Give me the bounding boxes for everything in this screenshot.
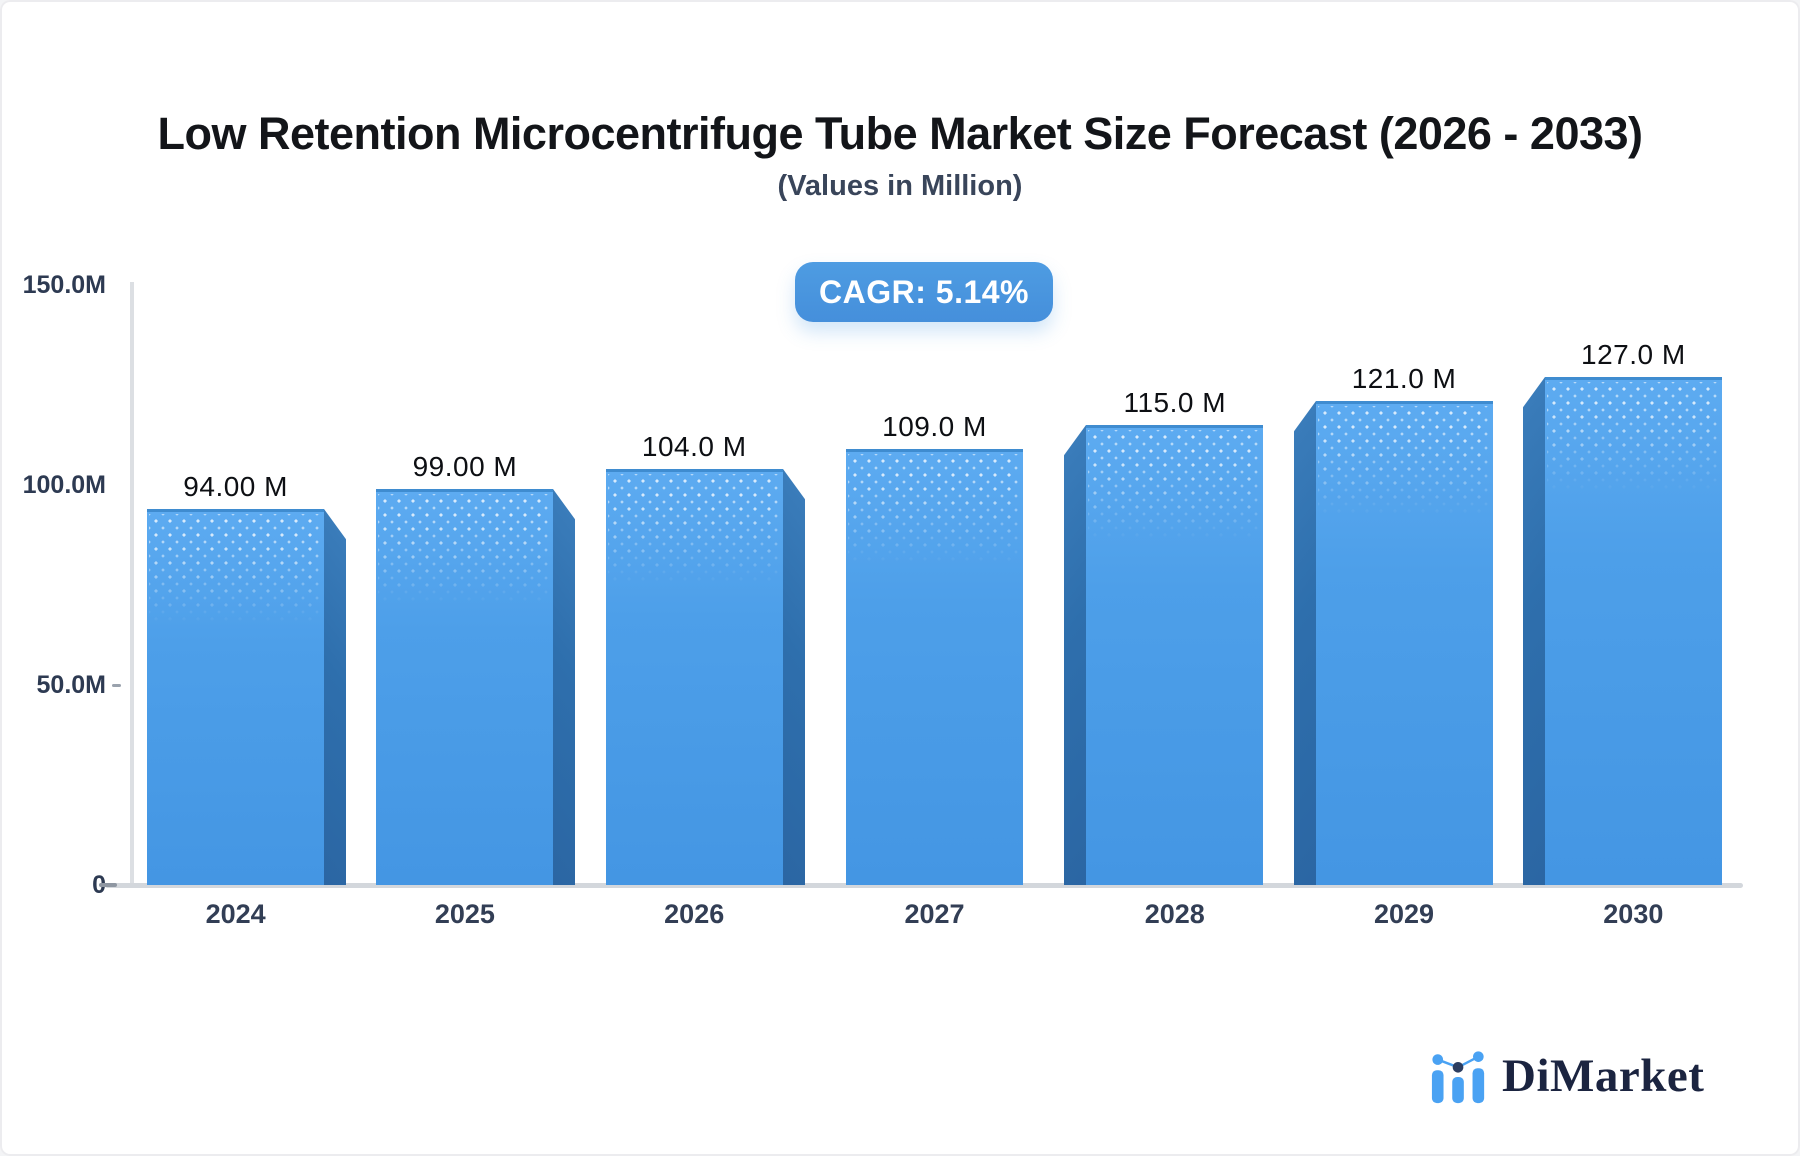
bar-column-2030[interactable]: 127.0 M 2030 [1508,285,1737,929]
x-axis-label: 2029 [1374,899,1435,929]
x-axis-label: 2028 [1144,899,1205,929]
bar-column-2024[interactable]: 94.00 M 2024 [132,285,361,929]
chart-subtitle: (Values in Million) [777,170,1023,202]
y-axis-label: 100.0M [22,471,106,499]
bar-value-label: 115.0 M [1123,387,1227,418]
bar-main-face[interactable] [1315,401,1493,885]
bar-3d[interactable] [605,469,805,885]
y-axis-label: 50.0M [36,671,106,699]
bar-value-label: 99.00 M [412,451,518,482]
bar-main-face[interactable] [1086,425,1264,885]
bar-main-face[interactable] [1544,377,1722,885]
bar-3d[interactable] [1522,377,1722,885]
bar-main-face[interactable] [605,469,783,885]
x-axis-label: 2024 [205,899,266,929]
bar-main-face[interactable] [376,489,554,885]
bar-value-label: 94.00 M [183,471,288,502]
x-axis-label: 2030 [1603,899,1664,929]
bar-value-label: 109.0 M [882,411,987,442]
brand-name: DiMarket [1502,1050,1705,1102]
bar-main-face[interactable] [147,509,325,885]
bar-column-2028[interactable]: 115.0 M 2028 [1049,285,1278,929]
y-axis-label: 150.0M [22,271,106,299]
x-axis-label: 2027 [904,899,965,929]
bar-column-2025[interactable]: 99.00 M 2025 [361,285,590,929]
bar-value-label: 104.0 M [641,431,747,462]
bar-3d[interactable] [376,489,576,885]
y-axis-tick [112,684,121,687]
bar-column-2026[interactable]: 104.0 M 2026 [591,285,820,929]
bar-column-2027[interactable]: 109.0 M 2027 [820,285,1049,929]
bar-3d[interactable] [147,509,347,885]
brand-logo: DiMarket [1430,1040,1704,1112]
y-axis-label: 0 [0,870,106,900]
chart-title: Low Retention Microcentrifuge Tube Marke… [157,108,1643,159]
x-axis-baseline [105,883,1743,888]
bar-depth-face [553,489,576,885]
cagr-badge: CAGR: 5.14% [787,254,1053,322]
x-axis-label: 2025 [434,899,495,929]
bar-3d[interactable] [1293,401,1493,885]
bar-depth-face [1522,377,1545,885]
plot-area: 94.00 M 2024 99.00 M 2025 104.0 M 2026 109.0 M… [132,285,1737,929]
bar-3d[interactable] [845,449,1023,885]
bar-chart-with-dots-icon [1431,1051,1485,1104]
y-axis-line [130,282,134,888]
x-axis-label: 2026 [664,899,725,929]
bar-value-label: 127.0 M [1580,339,1686,370]
bar-depth-face [1064,425,1087,885]
bar-depth-face [782,469,805,885]
cagr-badge-label: CAGR: 5.14% [819,273,1029,310]
bar-depth-face [1293,401,1316,885]
bar-value-label: 121.0 M [1351,363,1457,394]
bar-3d[interactable] [1064,425,1264,885]
bar-depth-face [324,509,347,885]
bar-main-face[interactable] [845,449,1023,885]
y-axis-tick [99,883,117,887]
bar-column-2029[interactable]: 121.0 M 2029 [1278,285,1507,929]
